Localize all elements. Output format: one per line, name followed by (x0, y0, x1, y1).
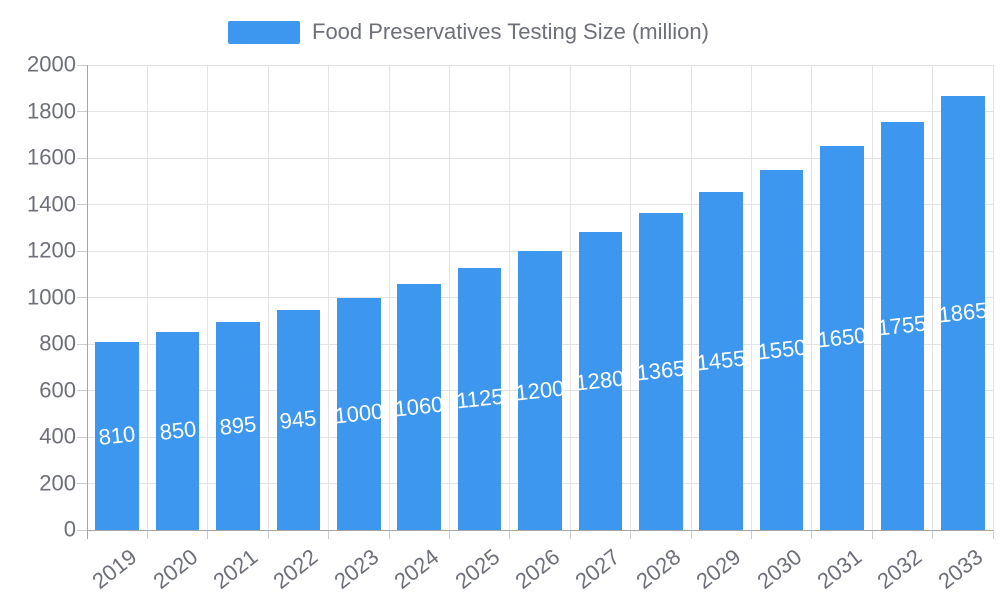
x-gridline (328, 65, 330, 530)
legend-swatch (228, 20, 300, 44)
x-axis-tick (448, 530, 450, 539)
bar-2027[interactable] (578, 232, 623, 530)
y-axis-label: 1800 (27, 97, 76, 123)
x-axis-label: 2024 (389, 544, 444, 594)
x-axis-tick (146, 530, 148, 539)
bar-2025[interactable] (457, 268, 502, 530)
y-axis-label: 1200 (27, 237, 76, 263)
x-axis-label: 2031 (812, 544, 867, 594)
x-axis-label: 2019 (87, 544, 142, 594)
legend-item[interactable]: Food Preservatives Testing Size (million… (228, 19, 709, 44)
bar-2033[interactable] (941, 96, 985, 530)
bar-2023[interactable] (337, 297, 381, 530)
y-axis-label: 2000 (27, 51, 76, 77)
x-axis-tick (207, 530, 209, 539)
x-axis-tick (871, 530, 873, 539)
y-axis-label: 1400 (27, 190, 76, 216)
x-axis-tick (509, 530, 511, 539)
x-gridline (207, 65, 209, 530)
bar-2028[interactable] (639, 212, 683, 530)
x-axis-label: 2029 (691, 544, 746, 594)
x-gridline (811, 65, 813, 530)
y-axis-tick (77, 250, 87, 252)
y-axis-tick (77, 204, 87, 205)
x-gridline (992, 65, 994, 530)
x-axis-tick (690, 530, 692, 539)
x-gridline (932, 65, 934, 530)
y-gridline (87, 64, 993, 66)
x-gridline (569, 65, 571, 530)
x-axis-line (87, 529, 993, 531)
y-axis-tick (77, 64, 87, 66)
bar-2020[interactable] (155, 332, 200, 530)
bar-2030[interactable] (759, 169, 804, 530)
y-axis-tick (77, 111, 87, 112)
bar-2022[interactable] (276, 310, 321, 530)
x-axis-tick (932, 530, 934, 539)
x-axis-label: 2027 (570, 544, 625, 594)
x-axis-tick (992, 530, 994, 539)
y-gridline (87, 111, 993, 112)
y-axis-tick (77, 297, 87, 298)
y-axis-label: 0 (63, 516, 76, 542)
x-axis-label: 2032 (872, 544, 927, 594)
x-axis-label: 2020 (148, 544, 203, 594)
bar-2024[interactable] (397, 283, 441, 530)
x-axis-label: 2030 (752, 544, 807, 594)
bar-2026[interactable] (518, 251, 562, 530)
bar-2021[interactable] (216, 321, 260, 530)
x-gridline (630, 65, 632, 530)
x-gridline (750, 65, 752, 530)
x-gridline (146, 65, 148, 530)
x-gridline (388, 65, 390, 530)
y-gridline (87, 204, 993, 205)
y-axis-tick (77, 343, 87, 345)
y-axis-tick (77, 390, 87, 391)
y-axis-label: 800 (39, 330, 76, 356)
x-gridline (509, 65, 511, 530)
x-axis-label: 2033 (933, 544, 988, 594)
y-axis-label: 400 (39, 423, 76, 449)
x-axis-tick (328, 530, 330, 539)
x-gridline (267, 65, 269, 530)
y-axis-label: 1600 (27, 144, 76, 170)
x-axis-tick (267, 530, 269, 539)
x-axis-tick (811, 530, 813, 539)
y-axis-tick (77, 483, 87, 484)
y-axis-tick (77, 157, 87, 159)
x-gridline (448, 65, 450, 530)
bar-2032[interactable] (880, 121, 925, 530)
x-axis-label: 2022 (268, 544, 323, 594)
x-axis-tick (569, 530, 571, 539)
y-axis-label: 1000 (27, 283, 76, 309)
x-axis-tick (388, 530, 390, 539)
bar-2031[interactable] (820, 146, 864, 530)
y-axis-label: 600 (39, 376, 76, 402)
x-axis-label: 2028 (631, 544, 686, 594)
x-axis-tick (630, 530, 632, 539)
bar-2019[interactable] (95, 341, 139, 530)
y-axis-tick (77, 436, 87, 438)
x-axis-label: 2026 (510, 544, 565, 594)
x-gridline (690, 65, 692, 530)
y-axis-tick (77, 529, 87, 531)
x-axis-tick (750, 530, 752, 539)
bar-2029[interactable] (699, 191, 743, 530)
y-gridline (87, 157, 993, 159)
x-axis-label: 2021 (208, 544, 263, 594)
y-axis-line (86, 65, 88, 539)
legend-label: Food Preservatives Testing Size (million… (312, 19, 709, 44)
x-axis-label: 2025 (450, 544, 505, 594)
y-axis-label: 200 (39, 469, 76, 495)
x-axis-label: 2023 (329, 544, 384, 594)
x-gridline (871, 65, 873, 530)
